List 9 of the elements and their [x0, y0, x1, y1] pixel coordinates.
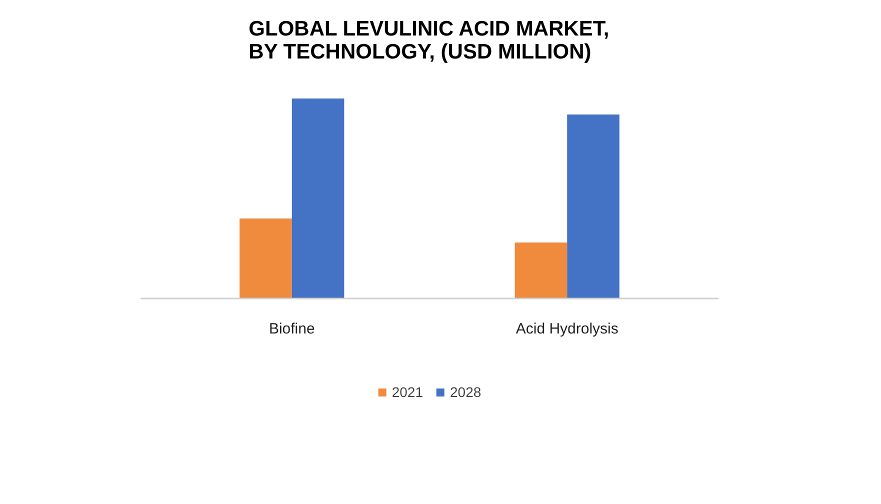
bar [292, 98, 344, 298]
bar [514, 242, 568, 298]
chart-title: GLOBAL LEVULINIC ACID MARKET, BY TECHNOLOGY, (USD MILLION) [248, 18, 610, 64]
legend-label: 2021 [392, 384, 423, 400]
x-tick-label: Biofine [268, 320, 315, 338]
bar [240, 218, 292, 298]
bar [567, 114, 620, 298]
x-tick-label: Acid Hydrolysis [516, 320, 618, 338]
legend-label: 2028 [450, 384, 482, 400]
